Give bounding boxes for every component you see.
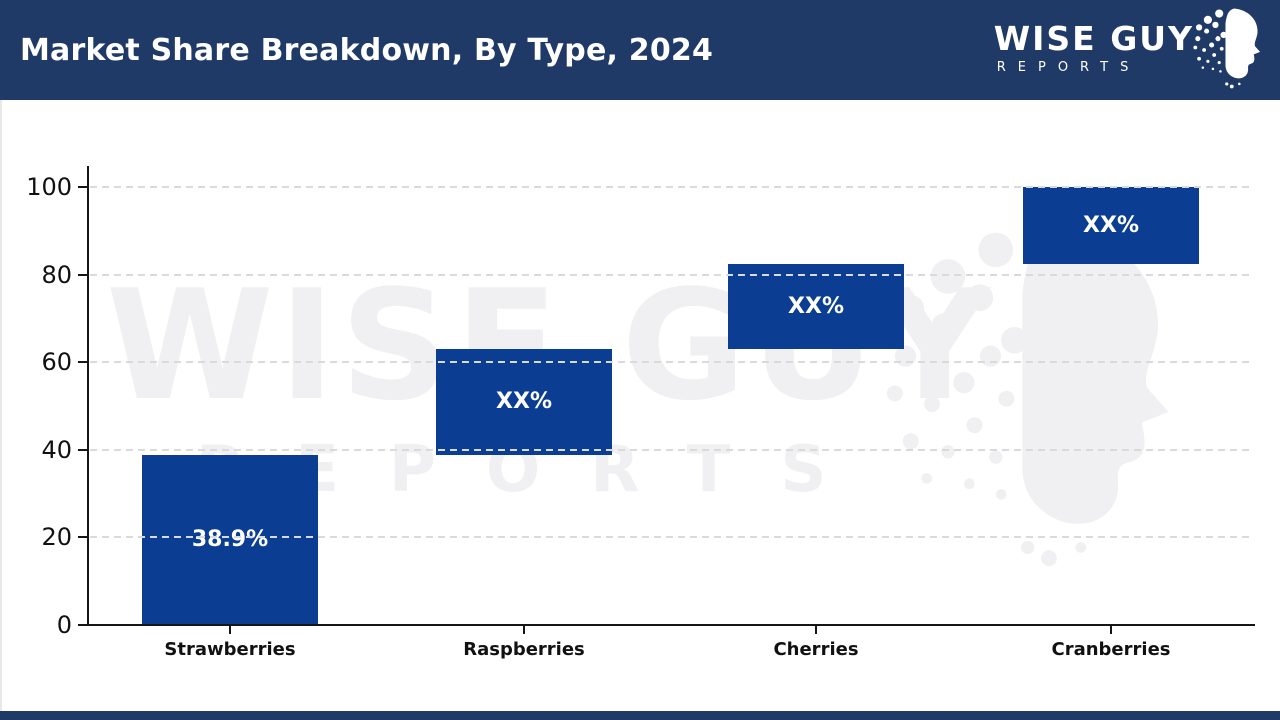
x-tick-mark	[229, 626, 231, 634]
brand-logo: WISE GUY REPORTS	[994, 6, 1266, 94]
y-tick-label: 100	[26, 173, 72, 201]
gridline	[90, 273, 1254, 276]
y-tick-mark	[78, 273, 87, 276]
y-tick-mark	[78, 361, 87, 364]
category-label: Cranberries	[1051, 639, 1171, 660]
x-tick-mark	[523, 626, 525, 634]
left-edge-border	[0, 100, 2, 711]
bar-value-label: 38.9%	[191, 527, 269, 553]
face-dots-logo-icon	[1190, 6, 1266, 94]
footer-bar	[0, 711, 1280, 720]
bar-strawberries: 38.9%	[142, 454, 318, 625]
y-tick-label: 40	[41, 435, 72, 464]
gridline	[90, 448, 1254, 451]
y-tick-mark	[78, 624, 87, 626]
y-tick-label: 20	[41, 523, 72, 552]
bar-value-label: XX%	[1083, 212, 1139, 238]
bar-value-label: XX%	[496, 389, 552, 415]
category-label: Raspberries	[463, 639, 585, 660]
y-tick-mark	[78, 186, 87, 188]
category-label: Strawberries	[164, 639, 296, 660]
page-title: Market Share Breakdown, By Type, 2024	[20, 32, 714, 68]
brand-subtitle-text: REPORTS	[996, 59, 1141, 75]
header-bar: Market Share Breakdown, By Type, 2024 WI…	[0, 0, 1280, 100]
gridline	[90, 186, 1254, 188]
brand-wordmark: WISE GUY REPORTS	[994, 22, 1194, 75]
y-tick-label: 60	[41, 348, 72, 377]
y-axis-line	[87, 166, 89, 626]
gridline	[90, 361, 1254, 364]
y-tick-label: 0	[56, 611, 72, 639]
x-axis-line	[87, 624, 1255, 626]
x-tick-mark	[1110, 626, 1112, 634]
category-label: Cherries	[773, 639, 859, 660]
y-tick-mark	[78, 448, 87, 451]
gridline	[90, 536, 1254, 539]
bar-value-label: XX%	[788, 293, 844, 319]
brand-name-text: WISE GUY	[993, 18, 1194, 58]
y-tick-label: 80	[41, 260, 72, 289]
bar-cranberries: XX%	[1023, 187, 1199, 264]
x-tick-mark	[815, 626, 817, 634]
bar-raspberries: XX%	[436, 349, 612, 455]
y-tick-mark	[78, 536, 87, 539]
bar-cherries: XX%	[728, 263, 904, 350]
